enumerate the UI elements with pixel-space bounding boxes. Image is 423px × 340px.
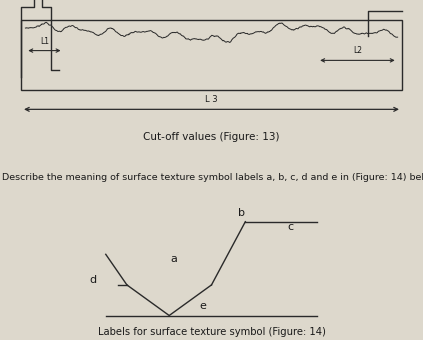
Text: c: c (288, 222, 294, 232)
Bar (21, 20, 402, 90)
Text: Cut-off values (Figure: 13): Cut-off values (Figure: 13) (143, 132, 280, 142)
Text: b: b (238, 207, 244, 218)
Text: L1: L1 (40, 37, 49, 46)
Text: d: d (90, 275, 96, 285)
Text: L2: L2 (353, 47, 362, 55)
Text: Labels for surface texture symbol (Figure: 14): Labels for surface texture symbol (Figur… (98, 327, 325, 337)
Text: e: e (200, 301, 206, 311)
Text: a: a (171, 254, 178, 265)
Text: Describe the meaning of surface texture symbol labels a, b, c, d and e in (Figur: Describe the meaning of surface texture … (2, 173, 423, 182)
Text: L 3: L 3 (205, 96, 218, 104)
